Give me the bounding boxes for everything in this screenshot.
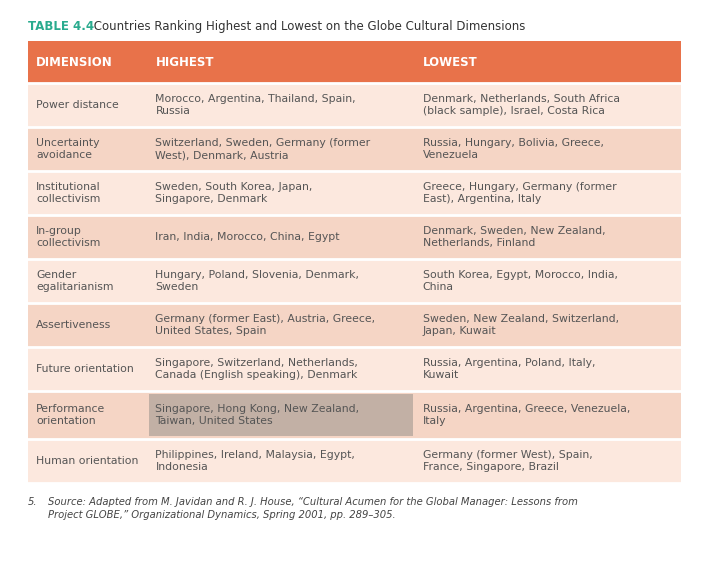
Text: Switzerland, Sweden, Germany (former
West), Denmark, Austria: Switzerland, Sweden, Germany (former Wes… <box>155 137 371 160</box>
Text: HIGHEST: HIGHEST <box>155 56 214 68</box>
Text: Philippines, Ireland, Malaysia, Egypt,
Indonesia: Philippines, Ireland, Malaysia, Egypt, I… <box>155 449 355 472</box>
Text: 5.: 5. <box>28 497 38 507</box>
Text: Performance
orientation: Performance orientation <box>36 403 105 426</box>
Text: Singapore, Switzerland, Netherlands,
Canada (English speaking), Denmark: Singapore, Switzerland, Netherlands, Can… <box>155 357 358 380</box>
Text: Greece, Hungary, Germany (former
East), Argentina, Italy: Greece, Hungary, Germany (former East), … <box>423 182 616 204</box>
Text: Sweden, New Zealand, Switzerland,
Japan, Kuwait: Sweden, New Zealand, Switzerland, Japan,… <box>423 314 619 337</box>
Text: Singapore, Hong Kong, New Zealand,
Taiwan, United States: Singapore, Hong Kong, New Zealand, Taiwa… <box>155 403 359 426</box>
Text: Sweden, South Korea, Japan,
Singapore, Denmark: Sweden, South Korea, Japan, Singapore, D… <box>155 182 313 204</box>
Text: Germany (former East), Austria, Greece,
United States, Spain: Germany (former East), Austria, Greece, … <box>155 314 376 337</box>
Bar <box>28 303 681 347</box>
Text: Denmark, Netherlands, South Africa
(black sample), Israel, Costa Rica: Denmark, Netherlands, South Africa (blac… <box>423 94 620 116</box>
Bar <box>28 259 681 303</box>
Text: Germany (former West), Spain,
France, Singapore, Brazil: Germany (former West), Spain, France, Si… <box>423 449 592 472</box>
Text: Morocco, Argentina, Thailand, Spain,
Russia: Morocco, Argentina, Thailand, Spain, Rus… <box>155 94 356 116</box>
Bar <box>150 394 413 436</box>
Text: Iran, India, Morocco, China, Egypt: Iran, India, Morocco, China, Egypt <box>155 232 340 242</box>
Text: Countries Ranking Highest and Lowest on the Globe Cultural Dimensions: Countries Ranking Highest and Lowest on … <box>90 20 525 33</box>
Text: Hungary, Poland, Slovenia, Denmark,
Sweden: Hungary, Poland, Slovenia, Denmark, Swed… <box>155 270 359 292</box>
Text: Russia, Argentina, Greece, Venezuela,
Italy: Russia, Argentina, Greece, Venezuela, It… <box>423 403 630 426</box>
Bar <box>28 127 681 171</box>
Text: LOWEST: LOWEST <box>423 56 477 68</box>
Text: Russia, Argentina, Poland, Italy,
Kuwait: Russia, Argentina, Poland, Italy, Kuwait <box>423 357 595 380</box>
Text: Gender
egalitarianism: Gender egalitarianism <box>36 270 113 292</box>
Text: Uncertainty
avoidance: Uncertainty avoidance <box>36 137 99 160</box>
Text: Power distance: Power distance <box>36 100 118 110</box>
Text: Future orientation: Future orientation <box>36 364 134 374</box>
Text: Assertiveness: Assertiveness <box>36 320 111 330</box>
Text: In-group
collectivism: In-group collectivism <box>36 226 101 249</box>
Bar <box>28 83 681 127</box>
Text: Institutional
collectivism: Institutional collectivism <box>36 182 101 204</box>
Text: Russia, Hungary, Bolivia, Greece,
Venezuela: Russia, Hungary, Bolivia, Greece, Venezu… <box>423 137 603 160</box>
Text: Source: Adapted from M. Javidan and R. J. House, “Cultural Acumen for the Global: Source: Adapted from M. Javidan and R. J… <box>48 497 578 520</box>
Bar <box>28 391 681 439</box>
Bar <box>28 171 681 215</box>
Text: TABLE 4.4: TABLE 4.4 <box>28 20 94 33</box>
Bar <box>28 347 681 391</box>
Bar <box>28 41 681 83</box>
Text: Human orientation: Human orientation <box>36 456 138 466</box>
Text: South Korea, Egypt, Morocco, India,
China: South Korea, Egypt, Morocco, India, Chin… <box>423 270 618 292</box>
Text: DIMENSION: DIMENSION <box>36 56 113 68</box>
Bar <box>28 439 681 483</box>
Text: Denmark, Sweden, New Zealand,
Netherlands, Finland: Denmark, Sweden, New Zealand, Netherland… <box>423 226 605 249</box>
Bar <box>28 215 681 259</box>
